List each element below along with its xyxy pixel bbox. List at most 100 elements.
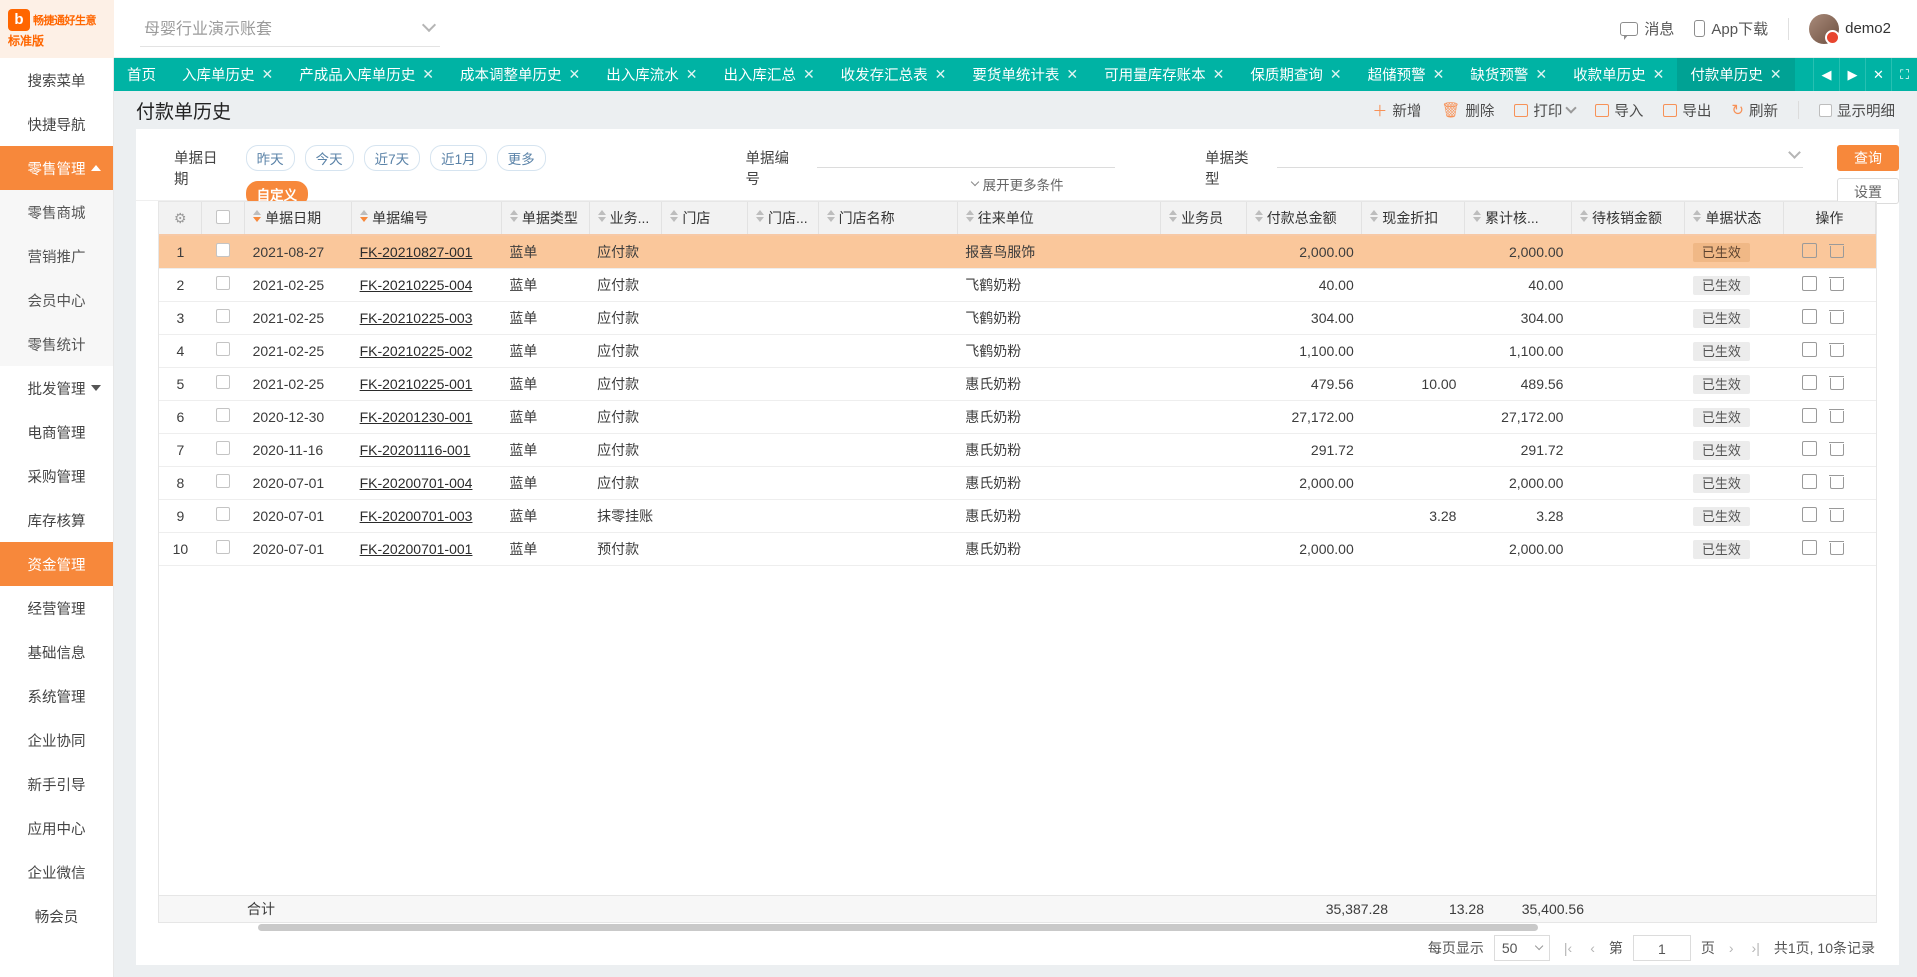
tab-close-icon[interactable]: ✕ (1535, 66, 1548, 82)
sidebar-item-4[interactable]: 营销推广 (0, 234, 113, 278)
sidebar-item-9[interactable]: 采购管理 (0, 454, 113, 498)
col-header-store[interactable]: 门店 (661, 202, 749, 236)
first-page-icon[interactable]: |‹ (1563, 940, 1573, 956)
tab-close-icon[interactable]: ✕ (1652, 66, 1665, 82)
row-checkbox[interactable] (216, 276, 231, 290)
date-chip-2[interactable]: 近7天 (363, 145, 421, 171)
row-checkbox[interactable] (216, 309, 231, 323)
doc-no-link[interactable]: FK-20210225-004 (359, 276, 473, 293)
sidebar-item-14[interactable]: 系统管理 (0, 674, 113, 718)
tab-close-icon[interactable]: ✕ (685, 66, 698, 82)
sidebar-item-6[interactable]: 零售统计 (0, 322, 113, 366)
col-header-no[interactable]: 单据编号 (351, 202, 502, 236)
tab-11[interactable]: 缺货预警 ✕ (1457, 58, 1560, 91)
date-chip-5[interactable]: 自定义 (245, 181, 309, 207)
tab-2[interactable]: 产成品入库单历史 ✕ (286, 58, 447, 91)
view-detail-icon[interactable] (1802, 341, 1818, 357)
delete-row-icon[interactable] (1829, 408, 1845, 423)
sidebar-item-1[interactable]: 快捷导航 (0, 102, 113, 146)
view-detail-icon[interactable] (1802, 275, 1818, 291)
sort-toggle-icon[interactable] (756, 210, 765, 222)
scrollbar-thumb[interactable] (258, 924, 1538, 931)
sort-toggle-icon[interactable] (1693, 210, 1702, 222)
tab-next-arrow-icon[interactable]: ▶ (1839, 58, 1865, 91)
col-header-writeoff[interactable]: 累计核... (1464, 202, 1572, 236)
delete-row-icon[interactable] (1829, 540, 1845, 555)
sort-toggle-icon[interactable] (597, 210, 606, 222)
horizontal-scrollbar[interactable] (158, 924, 1877, 931)
view-detail-icon[interactable] (1802, 440, 1818, 456)
delete-row-icon[interactable] (1829, 243, 1845, 258)
table-row[interactable]: 3 2021-02-25 FK-20210225-003 蓝单 应付款 飞鹤奶粉 304.0… (159, 301, 1876, 335)
tab-prev-arrow-icon[interactable]: ◀ (1813, 58, 1839, 91)
tab-10[interactable]: 超储预警 ✕ (1355, 58, 1458, 91)
delete-row-icon[interactable] (1829, 441, 1845, 456)
col-header-clerk[interactable]: 业务员 (1160, 202, 1247, 236)
row-checkbox[interactable] (216, 243, 231, 258)
date-chip-0[interactable]: 昨天 (245, 145, 295, 171)
tab-close-icon[interactable]: ✕ (1865, 58, 1891, 91)
sort-toggle-icon[interactable] (253, 210, 262, 222)
import-button[interactable]: 导入 (1595, 100, 1643, 121)
tab-close-icon[interactable]: ✕ (802, 66, 815, 82)
tab-12[interactable]: 收款单历史 ✕ (1560, 58, 1677, 91)
sort-toggle-icon[interactable] (1254, 210, 1263, 222)
tab-close-icon[interactable]: ✕ (568, 66, 581, 82)
table-row[interactable]: 5 2021-02-25 FK-20210225-001 蓝单 应付款 惠氏奶粉 479.5… (159, 367, 1876, 401)
col-header-total[interactable]: 付款总金额 (1246, 202, 1363, 236)
page-input[interactable]: 1 (1632, 935, 1691, 961)
doc-no-link[interactable]: FK-20210827-001 (359, 243, 473, 260)
doc-no-link[interactable]: FK-20201230-001 (359, 408, 473, 425)
sort-toggle-icon[interactable] (670, 210, 679, 222)
last-page-icon[interactable]: ›| (1751, 940, 1760, 956)
tab-3[interactable]: 成本调整单历史 ✕ (447, 58, 593, 91)
prev-page-icon[interactable]: ‹ (1590, 940, 1595, 956)
tab-close-icon[interactable]: ✕ (1432, 66, 1445, 82)
col-header-partner[interactable]: 往来单位 (957, 202, 1162, 236)
col-header-storecode[interactable]: 门店... (747, 202, 819, 236)
expand-more-conditions[interactable]: 展开更多条件 (970, 174, 1064, 194)
table-row[interactable]: 1 2021-08-27 FK-20210827-001 蓝单 应付款 报喜鸟服饰 2,00… (159, 235, 1876, 269)
tab-4[interactable]: 出入库流水 ✕ (593, 58, 710, 91)
brand-block[interactable]: b 畅捷通好生意 标准版 (0, 0, 114, 58)
tab-1[interactable]: 入库单历史 ✕ (169, 58, 286, 91)
doc-no-link[interactable]: FK-20210225-002 (359, 342, 473, 359)
next-page-icon[interactable]: › (1728, 940, 1734, 956)
delete-row-icon[interactable] (1829, 276, 1845, 291)
view-detail-icon[interactable] (1802, 539, 1818, 555)
app-download-button[interactable]: App下载 (1694, 18, 1768, 39)
page-size-select[interactable]: 50 (1493, 935, 1550, 961)
row-checkbox[interactable] (216, 507, 231, 521)
view-detail-icon[interactable] (1802, 242, 1818, 258)
doc-no-link[interactable]: FK-20210225-001 (359, 375, 473, 392)
delete-button[interactable]: 🗑 删除 (1441, 100, 1494, 121)
table-row[interactable]: 9 2020-07-01 FK-20200701-003 蓝单 抹零挂账 惠氏奶粉 3.28… (159, 499, 1876, 533)
row-checkbox[interactable] (216, 540, 231, 554)
sort-toggle-icon[interactable] (360, 210, 369, 222)
tab-close-icon[interactable]: ✕ (1769, 66, 1782, 82)
sidebar-item-16[interactable]: 新手引导 (0, 762, 113, 806)
delete-row-icon[interactable] (1829, 342, 1845, 357)
date-chip-3[interactable]: 近1月 (430, 145, 487, 171)
row-checkbox[interactable] (216, 342, 231, 356)
gear-icon[interactable]: ⚙ (173, 209, 187, 226)
settings-button[interactable]: 设置 (1837, 178, 1899, 204)
export-button[interactable]: 导出 (1663, 100, 1711, 121)
table-row[interactable]: 10 2020-07-01 FK-20200701-001 蓝单 预付款 惠氏奶粉 2,00… (159, 532, 1876, 566)
row-checkbox[interactable] (216, 441, 231, 455)
view-detail-icon[interactable] (1802, 473, 1818, 489)
sidebar-item-2[interactable]: 零售管理 (0, 146, 113, 190)
table-row[interactable]: 7 2020-11-16 FK-20201116-001 蓝单 应付款 惠氏奶粉 291.7… (159, 433, 1876, 467)
row-checkbox[interactable] (216, 408, 231, 422)
sidebar-item-13[interactable]: 基础信息 (0, 630, 113, 674)
sort-toggle-icon[interactable] (1472, 210, 1481, 222)
sidebar-item-7[interactable]: 批发管理 (0, 366, 113, 410)
sidebar-item-19[interactable]: 畅会员 (0, 894, 113, 938)
table-row[interactable]: 8 2020-07-01 FK-20200701-004 蓝单 应付款 惠氏奶粉 2,000… (159, 466, 1876, 500)
row-checkbox[interactable] (216, 375, 231, 389)
delete-row-icon[interactable] (1829, 375, 1845, 390)
view-detail-icon[interactable] (1802, 506, 1818, 522)
tab-7[interactable]: 要货单统计表 ✕ (959, 58, 1091, 91)
sidebar-item-11[interactable]: 资金管理 (0, 542, 113, 586)
col-header-discount[interactable]: 现金折扣 (1361, 202, 1465, 236)
